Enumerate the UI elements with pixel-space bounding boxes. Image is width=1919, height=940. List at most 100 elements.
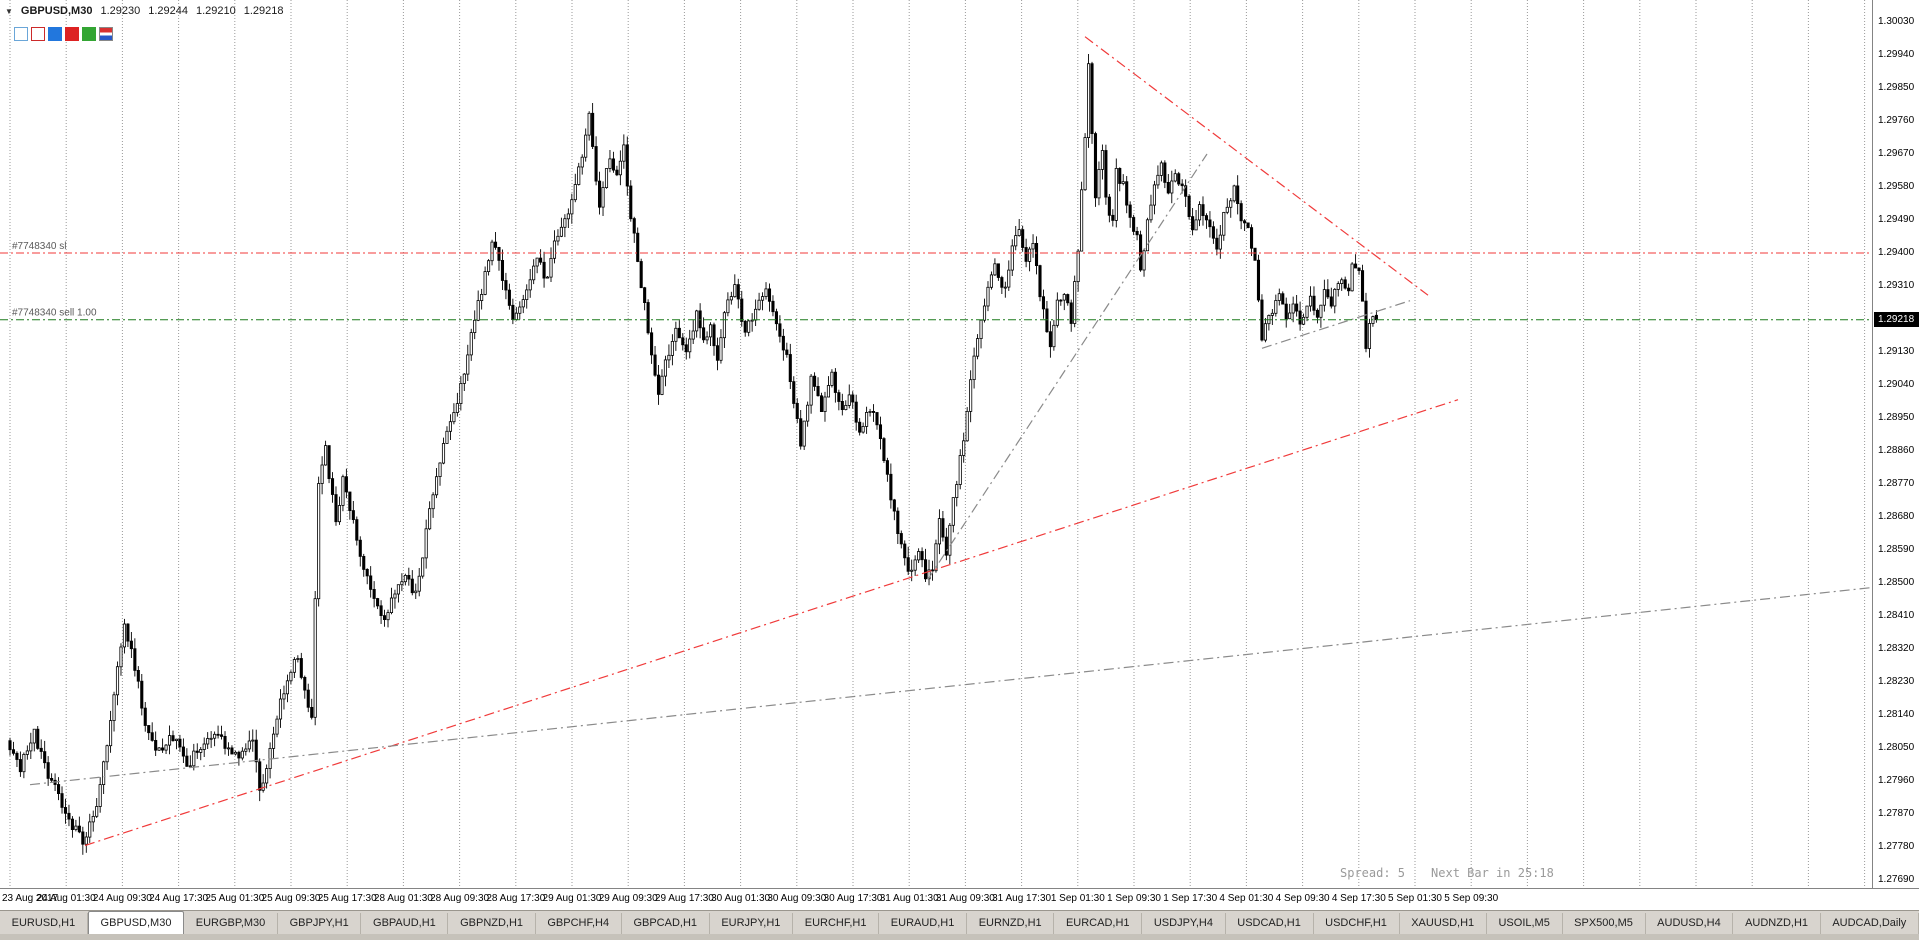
time-axis-label: 25 Aug 17:30 xyxy=(317,893,377,904)
low-value: 1.29210 xyxy=(195,5,236,17)
status-overlay: Spread: 5 Next Bar in 25:18 xyxy=(1340,866,1554,880)
symbol-dropdown-icon[interactable]: ▼ xyxy=(5,6,13,16)
time-axis-label: 24 Aug 17:30 xyxy=(149,893,209,904)
time-axis[interactable]: 23 Aug 2017 24 Aug 01:30 24 Aug 09:30 24 Au… xyxy=(0,888,1919,910)
chart-tab-bar: EURUSD,H1 GBPUSD,M30 EURGBP,M30 GBPJPY,H1 GB… xyxy=(0,910,1919,935)
tab-eurusd-h1[interactable]: EURUSD,H1 xyxy=(0,913,88,935)
tab-gbpnzd-h1[interactable]: GBPNZD,H1 xyxy=(448,913,536,935)
time-axis-label: 1 Sep 01:30 xyxy=(1050,893,1105,904)
tab-eurchf-h1[interactable]: EURCHF,H1 xyxy=(793,913,880,935)
hollow-blue-square-icon[interactable] xyxy=(14,27,28,41)
price-axis-label: 1.29850 xyxy=(1878,82,1915,93)
tab-gbpjpy-h1[interactable]: GBPJPY,H1 xyxy=(277,913,362,935)
high-value: 1.29244 xyxy=(148,5,188,17)
price-axis-label: 1.28320 xyxy=(1878,643,1915,654)
time-axis-label: 4 Sep 17:30 xyxy=(1331,893,1386,904)
price-axis-label: 1.29580 xyxy=(1878,181,1915,192)
red-square-icon[interactable] xyxy=(65,27,79,41)
time-axis-label: 1 Sep 09:30 xyxy=(1107,893,1161,904)
chart-canvas[interactable]: #7748340 sl #7748340 sell 1.00 xyxy=(0,0,1919,888)
tab-xauusd-h1[interactable]: XAUUSD,H1 xyxy=(1399,913,1487,935)
hollow-red-square-icon[interactable] xyxy=(31,27,45,41)
symbol-period-label: GBPUSD,M30 xyxy=(20,5,93,17)
price-axis-label: 1.29670 xyxy=(1878,148,1915,159)
short-wedge-gray-trendline[interactable] xyxy=(1261,300,1411,349)
tab-eurcad-h1[interactable]: EURCAD,H1 xyxy=(1054,913,1143,935)
time-axis-label: 28 Aug 01:30 xyxy=(373,893,433,904)
time-axis-label: 25 Aug 09:30 xyxy=(261,893,321,904)
chart-toolbar xyxy=(14,27,113,41)
long-shallow-gray-trendline[interactable] xyxy=(29,586,1881,786)
tab-eurgbp-m30[interactable]: EURGBP,M30 xyxy=(184,913,278,935)
time-axis-label: 28 Aug 17:30 xyxy=(486,893,546,904)
time-axis-label: 4 Sep 09:30 xyxy=(1275,893,1330,904)
grid-lines xyxy=(9,0,1866,886)
window-bottom-strip xyxy=(0,934,1919,940)
time-axis-label: 31 Aug 09:30 xyxy=(935,893,995,904)
price-axis-label: 1.27690 xyxy=(1878,874,1915,885)
tab-gbpaud-h1[interactable]: GBPAUD,H1 xyxy=(361,913,449,935)
price-axis-label: 1.28230 xyxy=(1878,676,1915,687)
price-axis-label: 1.30030 xyxy=(1878,16,1915,27)
price-axis-label: 1.28140 xyxy=(1878,709,1915,720)
time-axis-label: 1 Sep 17:30 xyxy=(1163,893,1218,904)
tab-usoil-m5[interactable]: USOIL,M5 xyxy=(1486,913,1563,935)
tab-gbpchf-h4[interactable]: GBPCHF,H4 xyxy=(535,913,622,935)
tab-euraud-h1[interactable]: EURAUD,H1 xyxy=(879,913,968,935)
tab-audnzd-h1[interactable]: AUDNZD,H1 xyxy=(1733,913,1821,935)
chart-header: ▼ GBPUSD,M30 1.29230 1.29244 1.29210 1.2… xyxy=(5,5,284,17)
time-axis-label: 30 Aug 17:30 xyxy=(823,893,883,904)
price-axis-label: 1.29130 xyxy=(1878,346,1915,357)
tab-audusd-h4[interactable]: AUDUSD,H4 xyxy=(1645,913,1734,935)
close-value: 1.29218 xyxy=(243,5,284,17)
price-axis-label: 1.28950 xyxy=(1878,412,1915,423)
price-axis-label: 1.29760 xyxy=(1878,115,1915,126)
price-axis-label: 1.29490 xyxy=(1878,214,1915,225)
falling-resistance-red-trendline[interactable] xyxy=(1084,36,1429,296)
price-axis-label: 1.29940 xyxy=(1878,49,1915,60)
tab-gbpcad-h1[interactable]: GBPCAD,H1 xyxy=(621,913,710,935)
time-axis-label: 24 Aug 09:30 xyxy=(92,893,152,904)
time-axis-label: 31 Aug 17:30 xyxy=(992,893,1052,904)
price-axis-label: 1.29310 xyxy=(1878,280,1915,291)
price-axis-label: 1.28410 xyxy=(1878,610,1915,621)
tab-usdchf-h1[interactable]: USDCHF,H1 xyxy=(1313,913,1400,935)
time-axis-label: 5 Sep 09:30 xyxy=(1444,893,1499,904)
time-axis-label: 5 Sep 01:30 xyxy=(1388,893,1442,904)
price-axis[interactable]: 1.30030 1.29940 1.29850 1.29760 1.29670 1.295… xyxy=(1872,0,1919,888)
current-price-marker: 1.29218 xyxy=(1874,312,1919,328)
price-axis-label: 1.28860 xyxy=(1878,445,1915,456)
price-axis-label: 1.28500 xyxy=(1878,577,1915,588)
price-axis-label: 1.27780 xyxy=(1878,841,1915,852)
time-axis-label: 30 Aug 09:30 xyxy=(767,893,827,904)
steep-rising-gray-trendline[interactable] xyxy=(927,153,1208,580)
striped-flag-icon[interactable] xyxy=(99,27,113,41)
time-axis-label: 28 Aug 09:30 xyxy=(430,893,490,904)
time-axis-label: 23 Aug 2017 xyxy=(2,893,59,904)
rising-support-red-trendline[interactable] xyxy=(84,399,1459,847)
candlestick-series xyxy=(8,54,1378,855)
price-axis-label: 1.29400 xyxy=(1878,247,1915,258)
blue-square-icon[interactable] xyxy=(48,27,62,41)
price-axis-label: 1.27960 xyxy=(1878,775,1915,786)
tab-usdcad-h1[interactable]: USDCAD,H1 xyxy=(1225,913,1314,935)
green-square-icon[interactable] xyxy=(82,27,96,41)
price-axis-label: 1.28590 xyxy=(1878,544,1915,555)
time-axis-label: 24 Aug 01:30 xyxy=(36,893,96,904)
price-axis-label: 1.28050 xyxy=(1878,742,1915,753)
sell-order-label: #7748340 sell 1.00 xyxy=(12,308,97,319)
tab-usdjpy-h4[interactable]: USDJPY,H4 xyxy=(1142,913,1226,935)
time-axis-label: 30 Aug 01:30 xyxy=(711,893,771,904)
price-axis-label: 1.28770 xyxy=(1878,478,1915,489)
tab-eurjpy-h1[interactable]: EURJPY,H1 xyxy=(709,913,794,935)
stop-loss-label: #7748340 sl xyxy=(12,241,67,252)
time-axis-label: 4 Sep 01:30 xyxy=(1219,893,1274,904)
price-axis-label: 1.28680 xyxy=(1878,511,1915,522)
tab-audcad-daily[interactable]: AUDCAD,Daily xyxy=(1820,913,1919,935)
tab-gbpusd-m30[interactable]: GBPUSD,M30 xyxy=(87,911,185,935)
tab-eurnzd-h1[interactable]: EURNZD,H1 xyxy=(967,913,1055,935)
price-axis-label: 1.27870 xyxy=(1878,808,1915,819)
tab-spx500-m5[interactable]: SPX500,M5 xyxy=(1562,913,1646,935)
time-axis-label: 31 Aug 01:30 xyxy=(879,893,939,904)
spread-label: Spread: 5 xyxy=(1340,866,1406,880)
